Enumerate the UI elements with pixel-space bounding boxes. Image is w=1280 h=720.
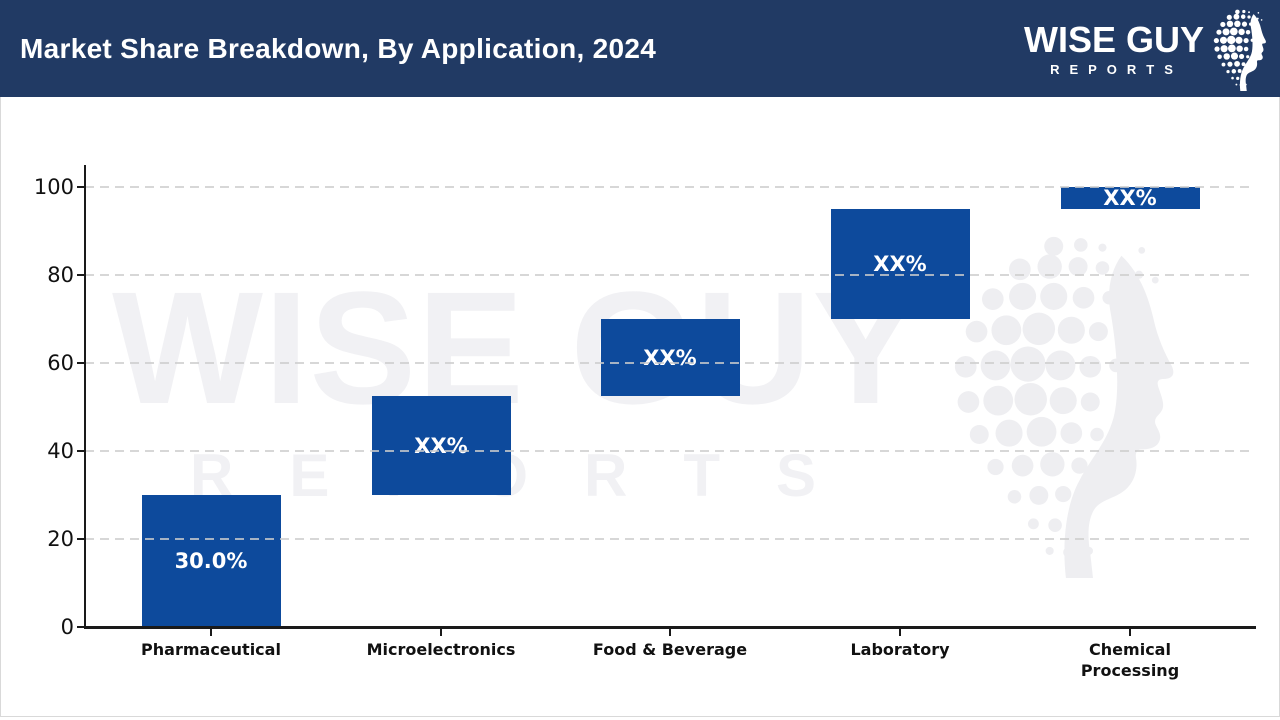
y-tick-label: 100	[33, 175, 74, 199]
bar-segment: 30.0%	[141, 495, 281, 627]
bar-segment: XX%	[600, 319, 740, 396]
x-axis-line	[84, 626, 1256, 629]
category-label: Chemical Processing	[1080, 640, 1180, 680]
y-tick-mark	[77, 186, 85, 188]
wise-guy-logo: WISE GUY REPORTS	[1024, 5, 1272, 93]
x-tick-mark	[669, 629, 671, 636]
logo-subtitle: REPORTS	[1050, 61, 1183, 77]
header-banner: Market Share Breakdown, By Application, …	[0, 0, 1280, 97]
y-tick-mark	[77, 362, 85, 364]
bar-value-label: 30.0%	[174, 549, 248, 573]
bar-value-label: XX%	[873, 252, 927, 276]
y-tick-label: 60	[47, 351, 74, 375]
x-tick-mark	[899, 629, 901, 636]
category-label: Food & Beverage	[592, 640, 748, 659]
y-tick-mark	[77, 538, 85, 540]
x-tick-mark	[440, 629, 442, 636]
category-label: Microelectronics	[366, 640, 516, 659]
gridline	[85, 186, 1255, 188]
logo-text: WISE GUY REPORTS	[1023, 18, 1204, 77]
logo-head-icon	[1213, 9, 1266, 91]
gridline	[85, 362, 1255, 364]
category-label: Laboratory	[850, 640, 950, 659]
bar-value-label: XX%	[414, 433, 468, 458]
bar-value-label: XX%	[1103, 186, 1157, 210]
gridline	[85, 274, 1255, 276]
y-tick-mark	[77, 450, 85, 452]
y-tick-label: 80	[47, 263, 74, 287]
gridline	[85, 450, 1255, 452]
bar-segment: XX%	[371, 396, 511, 495]
logo-wordmark: WISE GUY	[1023, 18, 1204, 60]
y-tick-label: 20	[47, 527, 74, 551]
y-tick-mark	[77, 626, 85, 628]
y-tick-mark	[77, 274, 85, 276]
y-axis-line	[84, 165, 86, 629]
bar-value-label: XX%	[643, 345, 697, 370]
gridline	[85, 538, 1255, 540]
category-label: Pharmaceutical	[141, 640, 281, 659]
y-tick-label: 40	[47, 439, 74, 463]
x-tick-mark	[1129, 629, 1131, 636]
bar-segment: XX%	[1060, 186, 1200, 210]
x-tick-mark	[210, 629, 212, 636]
bar-segment: XX%	[830, 209, 970, 319]
page-title: Market Share Breakdown, By Application, …	[20, 33, 657, 64]
y-tick-label: 0	[60, 615, 74, 639]
